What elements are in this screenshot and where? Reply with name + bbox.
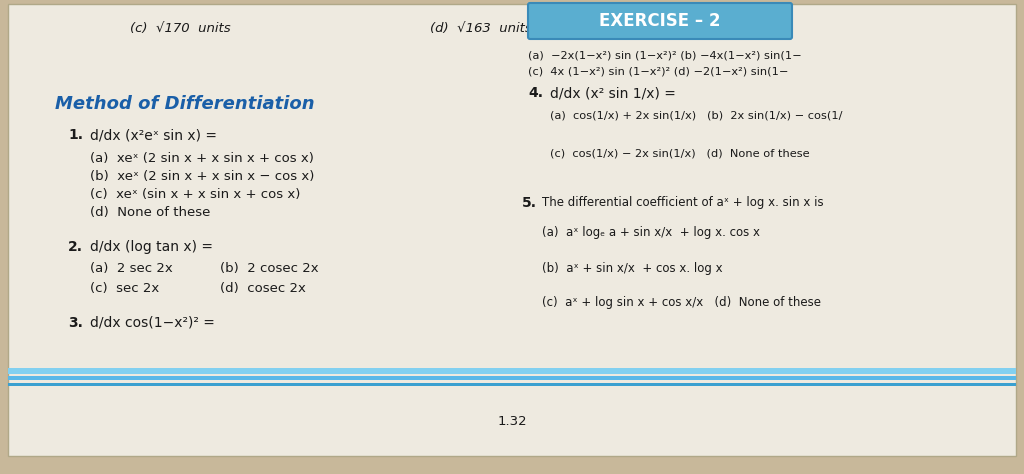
- Text: (a)  −2x(1−x²) sin (1−x²)² (b) −4x(1−x²) sin(1−: (a) −2x(1−x²) sin (1−x²)² (b) −4x(1−x²) …: [528, 50, 802, 60]
- Text: 1.: 1.: [68, 128, 83, 142]
- Text: d/dx (x² sin 1/x) =: d/dx (x² sin 1/x) =: [550, 86, 676, 100]
- Text: (c)  √170  units: (c) √170 units: [130, 22, 230, 35]
- Text: (c)  xeˣ (sin x + x sin x + cos x): (c) xeˣ (sin x + x sin x + cos x): [90, 188, 300, 201]
- Text: (a)  cos(1/x) + 2x sin(1/x)   (b)  2x sin(1/x) − cos(1/: (a) cos(1/x) + 2x sin(1/x) (b) 2x sin(1/…: [550, 110, 843, 120]
- Text: 3.: 3.: [68, 316, 83, 330]
- Text: (b)  2 cosec 2x: (b) 2 cosec 2x: [220, 262, 318, 275]
- Text: Method of Differentiation: Method of Differentiation: [55, 95, 314, 113]
- Text: d/dx (x²eˣ sin x) =: d/dx (x²eˣ sin x) =: [90, 128, 217, 142]
- Text: 2.: 2.: [68, 240, 83, 254]
- Bar: [8, 383, 1016, 386]
- Text: d/dx (log tan x) =: d/dx (log tan x) =: [90, 240, 213, 254]
- Text: (a)  2 sec 2x: (a) 2 sec 2x: [90, 262, 173, 275]
- Text: (b)  xeˣ (2 sin x + x sin x − cos x): (b) xeˣ (2 sin x + x sin x − cos x): [90, 170, 314, 183]
- Text: (c)  cos(1/x) − 2x sin(1/x)   (d)  None of these: (c) cos(1/x) − 2x sin(1/x) (d) None of t…: [550, 148, 810, 158]
- Text: EXERCISE – 2: EXERCISE – 2: [599, 12, 721, 30]
- Text: (d)  None of these: (d) None of these: [90, 206, 210, 219]
- Text: 1.32: 1.32: [498, 415, 526, 428]
- FancyBboxPatch shape: [528, 3, 792, 39]
- Text: (d)  √163  units: (d) √163 units: [430, 22, 531, 35]
- Text: (c)  sec 2x: (c) sec 2x: [90, 282, 160, 295]
- Text: (a)  xeˣ (2 sin x + x sin x + cos x): (a) xeˣ (2 sin x + x sin x + cos x): [90, 152, 314, 165]
- Text: The differential coefficient of aˣ + log x. sin x is: The differential coefficient of aˣ + log…: [542, 196, 823, 209]
- Text: (a)  aˣ logₑ a + sin x/x  + log x. cos x: (a) aˣ logₑ a + sin x/x + log x. cos x: [542, 226, 760, 239]
- Text: 5.: 5.: [522, 196, 537, 210]
- Text: (c)  aˣ + log sin x + cos x/x   (d)  None of these: (c) aˣ + log sin x + cos x/x (d) None of…: [542, 296, 821, 309]
- Text: d/dx cos(1−x²)² =: d/dx cos(1−x²)² =: [90, 316, 215, 330]
- Text: (c)  4x (1−x²) sin (1−x²)² (d) −2(1−x²) sin(1−: (c) 4x (1−x²) sin (1−x²)² (d) −2(1−x²) s…: [528, 66, 788, 76]
- Text: (b)  aˣ + sin x/x  + cos x. log x: (b) aˣ + sin x/x + cos x. log x: [542, 262, 723, 275]
- Bar: [8, 368, 1016, 374]
- Text: (d)  cosec 2x: (d) cosec 2x: [220, 282, 306, 295]
- Bar: [8, 376, 1016, 380]
- Text: 4.: 4.: [528, 86, 543, 100]
